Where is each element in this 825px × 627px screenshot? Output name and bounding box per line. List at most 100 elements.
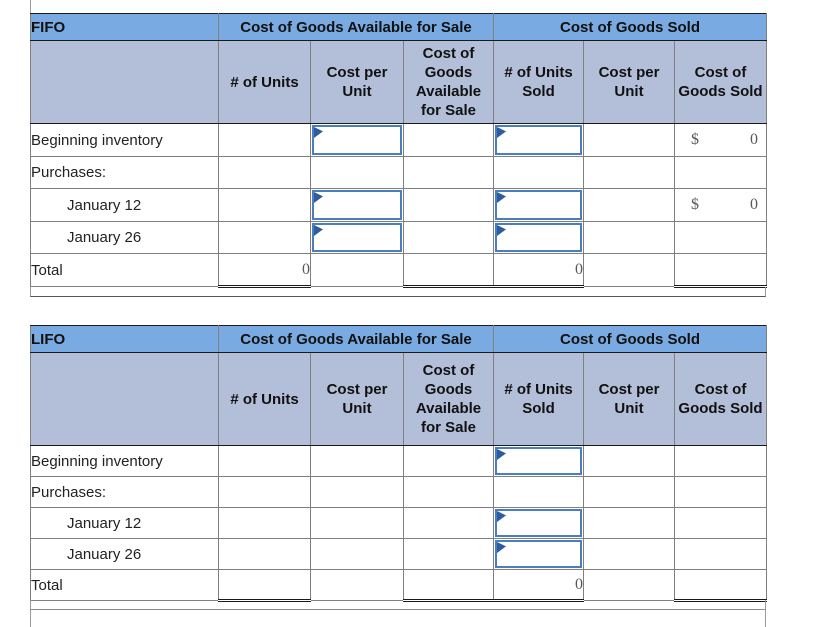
fifo-beginning-inventory-cost-per-unit-sold-cell (583, 123, 675, 157)
lifo-row-label-total: Total (30, 569, 219, 601)
fifo-column-header-cost-per-unit: Cost per Unit (310, 40, 404, 124)
lifo-total-units-sold-total-value-text: 0 (575, 575, 583, 593)
currency-symbol: $ (691, 131, 699, 148)
lifo-table: LIFO Cost of Goods Available for Sale Cost… (30, 325, 767, 602)
fifo-january-12-units-sold-cell (493, 188, 584, 222)
lifo-row-label-beginning-inventory: Beginning inventory (30, 445, 219, 477)
fifo-purchases-goods-sold-cell (674, 156, 767, 189)
fifo-beginning-inventory-cost-per-unit-cell (310, 123, 404, 157)
lifo-january-12-goods-sold-cell (674, 507, 767, 539)
fifo-column-header-cost-per-unit-sold: Cost per Unit (583, 40, 675, 124)
lifo-purchases-units-sold-cell (493, 476, 584, 508)
sheet-continuation-area (30, 610, 766, 627)
lifo-purchases-goods-available-cell (403, 476, 494, 508)
fifo-january-12-cost-per-unit-cell (310, 188, 404, 222)
fifo-january-26-units-sold-cell (493, 221, 584, 254)
lifo-purchases-cost-per-unit-cell (310, 476, 404, 508)
lifo-beginning-inventory-units-sold-cell (493, 445, 584, 477)
fifo-january-26-units-sold-input[interactable] (497, 225, 580, 250)
lifo-purchases-cost-per-unit-sold-cell (583, 476, 675, 508)
lifo-purchases-units-cell (218, 476, 311, 508)
fifo-beginning-inventory-units-sold-cell (493, 123, 584, 157)
lifo-january-12-cost-per-unit-cell (310, 507, 404, 539)
lifo-january-12-units-sold-cell (493, 507, 584, 539)
fifo-beginning-inventory-cost-per-unit-input[interactable] (314, 127, 400, 153)
fifo-january-12-cost-per-unit-sold-cell (583, 188, 675, 222)
fifo-table: FIFO Cost of Goods Available for Sale Cost… (30, 13, 767, 288)
lifo-column-header-units: # of Units (218, 352, 311, 446)
fifo-january-12-cost-per-unit-input[interactable] (314, 192, 400, 218)
fifo-corner-cell (30, 40, 219, 124)
fifo-beginning-inventory-units-sold-answer-box (495, 125, 582, 155)
lifo-total-goods-available-cell (403, 569, 494, 602)
lifo-january-26-units-sold-input[interactable] (497, 542, 580, 566)
fifo-purchases-cost-per-unit-cell (310, 156, 404, 189)
lifo-january-26-units-sold-answer-box (495, 540, 582, 568)
grid-stub-line (30, 0, 31, 13)
fifo-january-26-cost-per-unit-sold-cell (583, 221, 675, 254)
fifo-row-label-purchases: Purchases: (30, 156, 219, 189)
lifo-row-label-purchases: Purchases: (30, 476, 219, 508)
fifo-january-12-units-sold-input[interactable] (497, 192, 580, 218)
fifo-january-26-units-sold-answer-box (495, 223, 582, 252)
lifo-group-header-cost-of-goods-sold: Cost of Goods Sold (493, 325, 767, 353)
lifo-january-26-units-cell (218, 538, 311, 570)
lifo-title: LIFO (30, 325, 219, 353)
fifo-table-container: FIFO Cost of Goods Available for Sale Cost… (30, 13, 767, 288)
fifo-january-26-cost-per-unit-cell (310, 221, 404, 254)
currency-symbol: $ (691, 196, 699, 213)
lifo-january-12-units-sold-input[interactable] (497, 511, 580, 535)
fifo-january-26-units-cell (218, 221, 311, 254)
fifo-january-12-units-cell (218, 188, 311, 222)
lifo-group-header-cost-of-goods-available-for-sale: Cost of Goods Available for Sale (218, 325, 494, 353)
fifo-total-goods-available-cell (403, 253, 494, 288)
fifo-purchases-goods-available-cell (403, 156, 494, 189)
fifo-total-units-sold-total-value-text: 0 (575, 260, 583, 278)
fifo-total-cost-per-unit-cell (310, 253, 404, 287)
lifo-beginning-inventory-cost-per-unit-sold-cell (583, 445, 675, 477)
fifo-total-cost-per-unit-sold-cell (583, 253, 675, 287)
fifo-column-header-units: # of Units (218, 40, 311, 124)
lifo-total-units-cell (218, 569, 311, 602)
fifo-row-label-beginning-inventory: Beginning inventory (30, 123, 219, 157)
fifo-purchases-cost-per-unit-sold-cell (583, 156, 675, 189)
fifo-column-header-goods-sold: Cost of Goods Sold (674, 40, 767, 124)
lifo-table-container: LIFO Cost of Goods Available for Sale Cost… (30, 325, 767, 602)
fifo-january-26-goods-sold-cell (674, 221, 767, 254)
lifo-january-26-goods-available-cell (403, 538, 494, 570)
lifo-column-header-units-sold: # of Units Sold (493, 352, 584, 446)
fifo-total-units-total-value-text: 0 (302, 260, 310, 278)
fifo-january-12-units-sold-answer-box (495, 190, 582, 220)
lifo-row-label-january-26: January 26 (30, 538, 219, 570)
fifo-column-header-goods-available: Cost of Goods Available for Sale (403, 40, 494, 124)
lifo-january-12-units-sold-answer-box (495, 509, 582, 537)
lifo-january-26-goods-sold-cell (674, 538, 767, 570)
lifo-beginning-inventory-goods-sold-cell (674, 445, 767, 477)
lifo-january-12-cost-per-unit-sold-cell (583, 507, 675, 539)
fifo-group-header-cost-of-goods-sold: Cost of Goods Sold (493, 13, 767, 41)
lifo-january-26-cost-per-unit-cell (310, 538, 404, 570)
fifo-beginning-inventory-units-sold-input[interactable] (497, 127, 580, 153)
fifo-beginning-inventory-goods-sold-amount-value: 0 (750, 131, 758, 148)
lifo-january-26-cost-per-unit-sold-cell (583, 538, 675, 570)
lifo-corner-cell (30, 352, 219, 446)
fifo-purchases-units-sold-cell (493, 156, 584, 189)
fifo-total-units-total-value: 0 (218, 253, 311, 288)
fifo-title: FIFO (30, 13, 219, 41)
lifo-column-header-goods-available: Cost of Goods Available for Sale (403, 352, 494, 446)
fifo-january-26-goods-available-cell (403, 221, 494, 254)
lifo-bottom-spacer-row (30, 600, 766, 610)
lifo-beginning-inventory-units-sold-input[interactable] (497, 449, 580, 473)
fifo-january-12-goods-available-cell (403, 188, 494, 222)
lifo-total-cost-per-unit-cell (310, 569, 404, 601)
lifo-column-header-cost-per-unit: Cost per Unit (310, 352, 404, 446)
lifo-january-12-goods-available-cell (403, 507, 494, 539)
fifo-january-26-cost-per-unit-input[interactable] (314, 225, 400, 250)
fifo-row-label-january-26: January 26 (30, 221, 219, 254)
fifo-row-label-total: Total (30, 253, 219, 287)
lifo-beginning-inventory-units-sold-answer-box (495, 447, 582, 475)
fifo-january-12-goods-sold-amount-value: 0 (750, 196, 758, 213)
fifo-total-units-sold-total-value: 0 (493, 253, 584, 288)
fifo-purchases-units-cell (218, 156, 311, 189)
lifo-beginning-inventory-cost-per-unit-cell (310, 445, 404, 477)
